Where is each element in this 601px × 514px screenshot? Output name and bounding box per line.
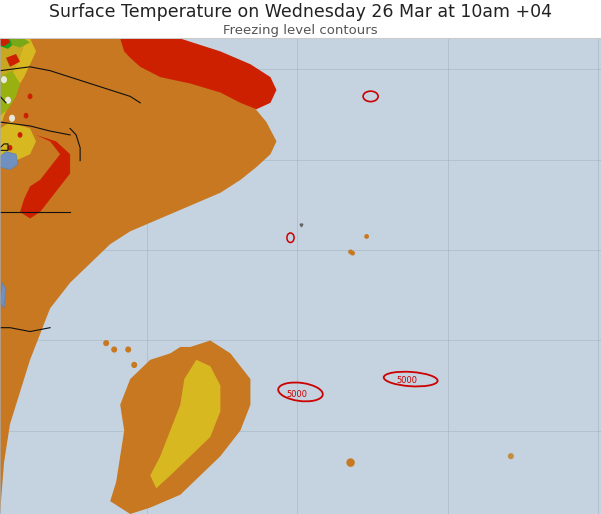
Polygon shape [0,39,10,46]
Polygon shape [0,122,36,160]
Polygon shape [20,135,70,218]
Ellipse shape [131,362,137,368]
Polygon shape [20,272,30,285]
Ellipse shape [1,76,7,83]
Polygon shape [0,39,276,514]
Text: Surface Temperature on Wednesday 26 Mar at 10am +04: Surface Temperature on Wednesday 26 Mar … [49,3,552,21]
Ellipse shape [508,453,514,460]
Ellipse shape [9,115,15,122]
Polygon shape [0,39,24,96]
Polygon shape [150,360,221,488]
Polygon shape [0,152,18,170]
Text: 5000: 5000 [286,390,307,399]
Polygon shape [0,193,56,424]
Polygon shape [0,283,6,308]
Polygon shape [50,39,251,128]
Ellipse shape [103,340,109,346]
Ellipse shape [350,251,355,255]
Polygon shape [0,70,20,116]
Ellipse shape [17,132,22,138]
Polygon shape [110,340,251,514]
Polygon shape [0,39,14,49]
Text: Freezing level contours: Freezing level contours [223,24,378,38]
Polygon shape [10,39,30,47]
Polygon shape [6,54,20,67]
Ellipse shape [364,234,369,239]
Ellipse shape [125,346,131,353]
Ellipse shape [8,145,13,151]
Polygon shape [120,39,276,109]
Ellipse shape [111,346,117,353]
Ellipse shape [23,113,28,119]
Ellipse shape [346,458,355,467]
Text: 5000: 5000 [396,376,417,385]
Polygon shape [0,39,36,128]
Ellipse shape [28,94,32,99]
Ellipse shape [348,249,353,254]
Ellipse shape [5,97,11,104]
